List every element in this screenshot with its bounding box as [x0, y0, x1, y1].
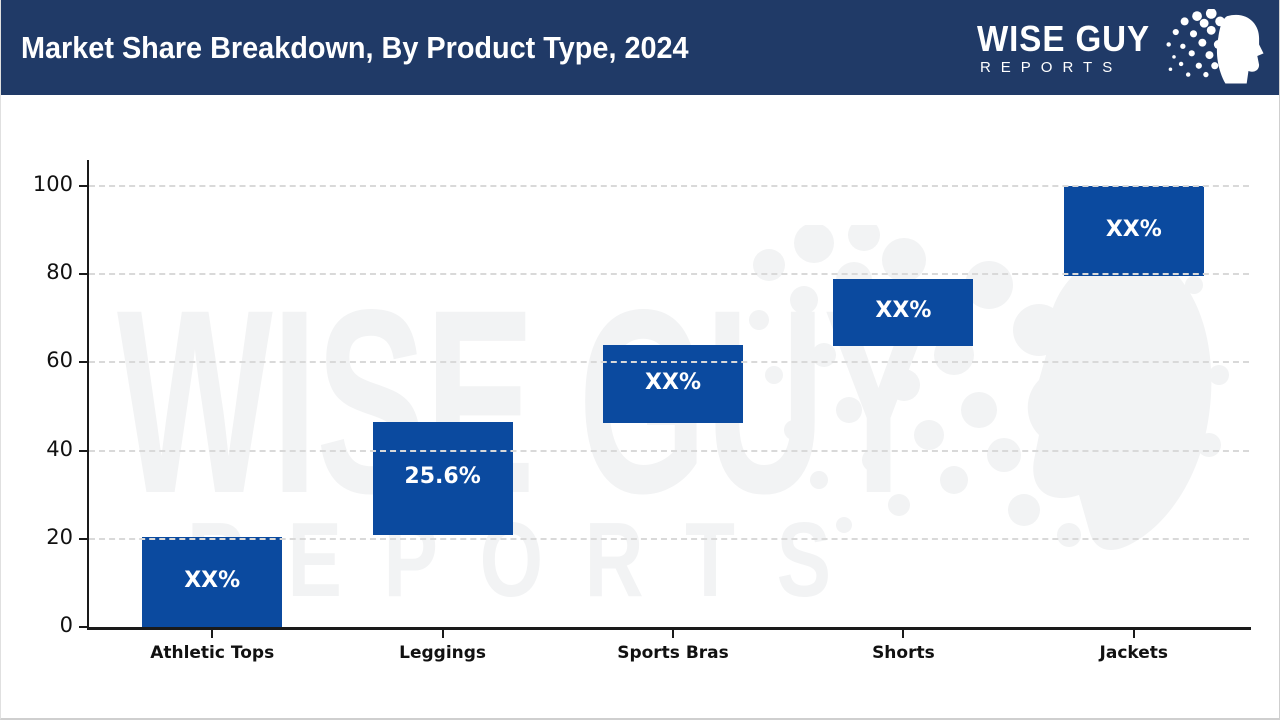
y-tick-label-0: 0 [59, 613, 73, 637]
gridline-100 [89, 185, 1249, 187]
watermark-wordmark: WISE GUY [117, 255, 934, 548]
category-label-leggings: Leggings [399, 643, 487, 663]
bar-sports-bras [603, 344, 743, 423]
header: Market Share Breakdown, By Product Type,… [1, 0, 1279, 95]
y-tick-40 [79, 449, 89, 452]
y-tick-100 [79, 185, 89, 187]
gridline-20 [89, 537, 1249, 540]
y-tick-label-60: 60 [46, 348, 73, 373]
category-label-sports-bras: Sports Bras [617, 643, 729, 663]
y-tick-80 [79, 273, 89, 276]
gridline-60 [89, 361, 1249, 364]
bar-label-sports-bras: XX% [645, 369, 701, 395]
y-tick-label-20: 20 [46, 524, 73, 549]
category-label-jackets: Jackets [1099, 643, 1169, 663]
logo-face-icon [1166, 9, 1264, 84]
x-tick-athletic-tops [211, 630, 214, 638]
bar-leggings [372, 421, 513, 535]
bar-athletic-tops [142, 536, 283, 627]
logo-tagline: REPORTS [979, 59, 1123, 76]
y-tick-label-80: 80 [46, 260, 73, 285]
bar-label-shorts: XX% [875, 298, 932, 324]
category-label-shorts: Shorts [872, 643, 935, 663]
logo-wordmark: WISE GUY [976, 18, 1150, 59]
x-tick-sports-bras [672, 630, 674, 638]
x-tick-shorts [902, 630, 905, 638]
category-label-athletic-tops: Athletic Tops [150, 643, 275, 663]
watermark-tagline: REPORTS [187, 501, 873, 619]
chart-area: WISE GUY REPORTS 0 20 40 60 80 100 XX% Athletic… [1, 95, 1279, 718]
x-axis-line [87, 627, 1251, 630]
x-tick-jackets [1132, 630, 1135, 638]
gridline-80 [89, 273, 1249, 276]
bar-label-leggings: 25.6% [404, 464, 481, 490]
watermark-face-dots-icon [749, 225, 1229, 550]
y-tick-label-40: 40 [46, 436, 73, 461]
brand-logo: WISE GUY REPORTS [977, 6, 1271, 90]
logo-text: WISE GUY REPORTS [976, 18, 1165, 76]
y-tick-0 [79, 626, 89, 628]
y-tick-20 [79, 537, 89, 540]
bar-label-jackets: XX% [1105, 217, 1162, 243]
gridline-40 [89, 449, 1249, 452]
x-tick-leggings [441, 630, 444, 638]
y-tick-60 [79, 361, 89, 364]
y-axis-line [87, 160, 89, 630]
bar-label-athletic-tops: XX% [184, 567, 241, 593]
y-tick-label-100: 100 [32, 172, 73, 196]
page-title: Market Share Breakdown, By Product Type,… [21, 29, 689, 65]
